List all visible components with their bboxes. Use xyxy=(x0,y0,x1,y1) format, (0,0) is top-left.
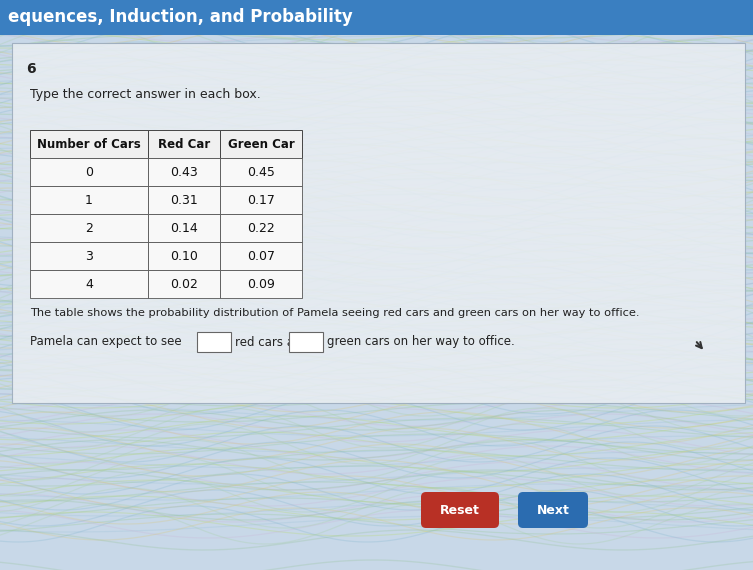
FancyBboxPatch shape xyxy=(220,214,302,242)
Text: 3: 3 xyxy=(85,250,93,263)
FancyBboxPatch shape xyxy=(148,214,220,242)
FancyBboxPatch shape xyxy=(0,0,753,35)
FancyBboxPatch shape xyxy=(148,186,220,214)
Text: 0.07: 0.07 xyxy=(247,250,275,263)
Text: 0.09: 0.09 xyxy=(247,278,275,291)
FancyBboxPatch shape xyxy=(220,158,302,186)
FancyBboxPatch shape xyxy=(12,43,745,403)
FancyBboxPatch shape xyxy=(289,332,323,352)
Text: 0: 0 xyxy=(85,165,93,178)
Text: 0.14: 0.14 xyxy=(170,222,198,234)
Text: Next: Next xyxy=(537,503,569,516)
FancyBboxPatch shape xyxy=(148,130,220,158)
FancyBboxPatch shape xyxy=(518,492,588,528)
Text: 0.02: 0.02 xyxy=(170,278,198,291)
FancyBboxPatch shape xyxy=(30,214,148,242)
FancyBboxPatch shape xyxy=(148,242,220,270)
Text: 0.10: 0.10 xyxy=(170,250,198,263)
Text: Type the correct answer in each box.: Type the correct answer in each box. xyxy=(30,88,261,101)
FancyBboxPatch shape xyxy=(197,332,231,352)
FancyBboxPatch shape xyxy=(220,186,302,214)
Text: green cars on her way to office.: green cars on her way to office. xyxy=(327,336,515,348)
Text: Pamela can expect to see: Pamela can expect to see xyxy=(30,336,181,348)
FancyBboxPatch shape xyxy=(421,492,499,528)
Text: Number of Cars: Number of Cars xyxy=(37,137,141,150)
Text: red cars and: red cars and xyxy=(235,336,309,348)
Text: Green Car: Green Car xyxy=(227,137,294,150)
Text: 0.31: 0.31 xyxy=(170,193,198,206)
FancyBboxPatch shape xyxy=(148,158,220,186)
FancyBboxPatch shape xyxy=(220,270,302,298)
Text: 0.43: 0.43 xyxy=(170,165,198,178)
Text: 2: 2 xyxy=(85,222,93,234)
Text: 6: 6 xyxy=(26,62,35,76)
Text: Red Car: Red Car xyxy=(158,137,210,150)
Text: Reset: Reset xyxy=(440,503,480,516)
FancyBboxPatch shape xyxy=(220,130,302,158)
Text: 1: 1 xyxy=(85,193,93,206)
FancyBboxPatch shape xyxy=(30,186,148,214)
FancyBboxPatch shape xyxy=(220,242,302,270)
Text: equences, Induction, and Probability: equences, Induction, and Probability xyxy=(8,9,352,26)
FancyBboxPatch shape xyxy=(30,130,148,158)
Text: 0.45: 0.45 xyxy=(247,165,275,178)
FancyBboxPatch shape xyxy=(30,158,148,186)
Text: The table shows the probability distribution of Pamela seeing red cars and green: The table shows the probability distribu… xyxy=(30,308,639,318)
Text: 0.22: 0.22 xyxy=(247,222,275,234)
Text: 0.17: 0.17 xyxy=(247,193,275,206)
FancyBboxPatch shape xyxy=(148,270,220,298)
FancyBboxPatch shape xyxy=(30,242,148,270)
Text: 4: 4 xyxy=(85,278,93,291)
FancyBboxPatch shape xyxy=(30,270,148,298)
